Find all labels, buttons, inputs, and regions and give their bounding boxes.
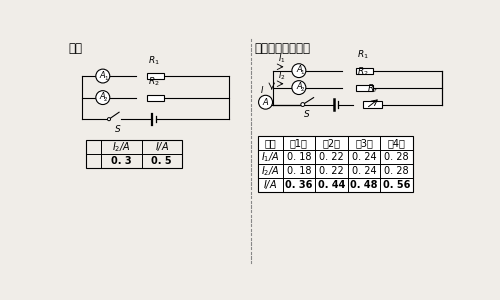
Text: $R_1$: $R_1$	[358, 49, 369, 61]
Text: 0. 28: 0. 28	[384, 166, 409, 176]
Bar	[356, 85, 374, 91]
Text: 0. 5: 0. 5	[152, 156, 172, 166]
Text: 第3次: 第3次	[355, 138, 373, 148]
Text: $I$/A: $I$/A	[154, 140, 169, 153]
Text: 1: 1	[104, 76, 108, 81]
Text: 0. 22: 0. 22	[319, 166, 344, 176]
Bar	[86, 140, 182, 168]
Text: 1: 1	[300, 70, 304, 76]
Text: 电流: 电流	[264, 138, 276, 148]
Text: $I_1$/A: $I_1$/A	[261, 150, 280, 164]
Text: 第1次: 第1次	[290, 138, 308, 148]
Text: 第2次: 第2次	[322, 138, 340, 148]
Circle shape	[96, 91, 110, 104]
Text: 0. 28: 0. 28	[384, 152, 409, 162]
Text: 0. 18: 0. 18	[286, 152, 311, 162]
Text: 冬冬的实验及记录: 冬冬的实验及记录	[254, 42, 310, 55]
Text: $I_2$/A: $I_2$/A	[261, 164, 280, 178]
Text: 0. 22: 0. 22	[319, 152, 344, 162]
Text: 0. 24: 0. 24	[352, 152, 376, 162]
Bar	[258, 136, 413, 191]
Text: A: A	[100, 71, 105, 80]
Bar	[147, 94, 164, 101]
Text: $I_1$: $I_1$	[278, 53, 285, 65]
Text: 0. 56: 0. 56	[383, 180, 410, 190]
Circle shape	[292, 64, 306, 78]
Text: $I_2$/A: $I_2$/A	[112, 140, 131, 154]
Bar	[363, 101, 382, 108]
Text: 0. 36: 0. 36	[285, 180, 312, 190]
Text: 0. 24: 0. 24	[352, 166, 376, 176]
Text: S: S	[304, 110, 310, 119]
Text: 0. 3: 0. 3	[111, 156, 132, 166]
Circle shape	[258, 95, 272, 109]
Text: $I_2$: $I_2$	[278, 70, 285, 82]
Text: 第4次: 第4次	[388, 138, 406, 148]
Text: A: A	[296, 65, 302, 74]
Text: $R_1$: $R_1$	[148, 54, 160, 67]
Text: A: A	[296, 82, 302, 91]
Text: 0. 44: 0. 44	[318, 180, 345, 190]
Text: $R_2$: $R_2$	[358, 66, 369, 78]
Bar	[356, 68, 374, 74]
Text: $R_f$: $R_f$	[367, 83, 378, 95]
Text: S: S	[116, 124, 121, 134]
Circle shape	[301, 103, 304, 106]
Circle shape	[292, 81, 306, 94]
Text: $I$/A: $I$/A	[263, 178, 278, 191]
Text: $I$: $I$	[260, 84, 264, 94]
Bar	[147, 73, 164, 79]
Text: $R_2$: $R_2$	[148, 76, 160, 88]
Text: 0. 48: 0. 48	[350, 180, 378, 190]
Text: 2: 2	[300, 87, 304, 92]
Text: A: A	[100, 92, 105, 101]
Text: 2: 2	[104, 98, 108, 102]
Text: 0. 18: 0. 18	[286, 166, 311, 176]
Circle shape	[108, 118, 110, 121]
Text: 记录: 记录	[68, 42, 82, 55]
Text: A: A	[262, 98, 268, 107]
Circle shape	[96, 69, 110, 83]
